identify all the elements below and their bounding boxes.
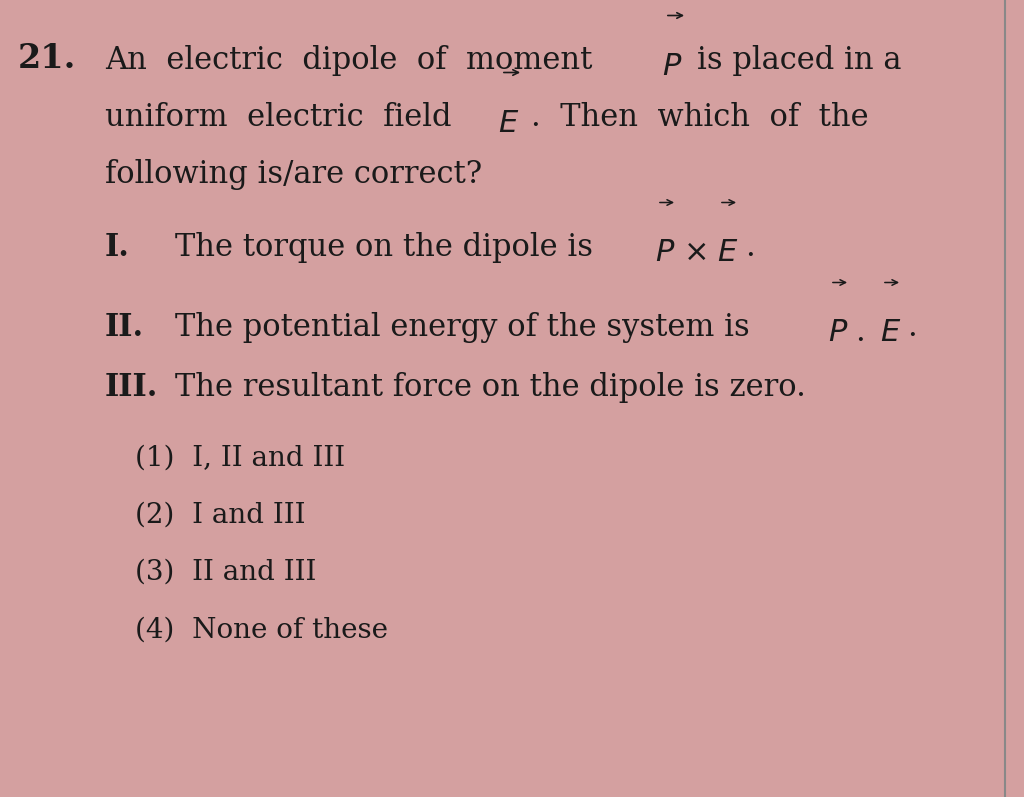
- Text: 21.: 21.: [18, 42, 77, 75]
- Text: The torque on the dipole is: The torque on the dipole is: [175, 232, 593, 263]
- Text: .: .: [907, 312, 916, 343]
- Text: An  electric  dipole  of  moment: An electric dipole of moment: [105, 45, 592, 76]
- Text: $E$: $E$: [880, 317, 901, 348]
- Text: I.: I.: [105, 232, 130, 263]
- Text: .  Then  which  of  the: . Then which of the: [531, 102, 868, 133]
- Text: II.: II.: [105, 312, 144, 343]
- Text: is placed in a: is placed in a: [697, 45, 901, 76]
- Text: $E$: $E$: [498, 108, 519, 139]
- Text: $P$: $P$: [662, 51, 682, 82]
- Text: (2)  I and III: (2) I and III: [135, 502, 305, 529]
- Text: $P$: $P$: [828, 317, 848, 348]
- Text: The potential energy of the system is: The potential energy of the system is: [175, 312, 750, 343]
- Text: III.: III.: [105, 372, 159, 403]
- Text: (1)  I, II and III: (1) I, II and III: [135, 445, 345, 472]
- Text: .: .: [855, 317, 864, 348]
- Text: $E$: $E$: [717, 237, 738, 268]
- Text: $\times$: $\times$: [683, 237, 707, 268]
- Text: .: .: [745, 232, 755, 263]
- Text: The resultant force on the dipole is zero.: The resultant force on the dipole is zer…: [175, 372, 806, 403]
- Text: uniform  electric  field: uniform electric field: [105, 102, 452, 133]
- Text: (4)  None of these: (4) None of these: [135, 617, 388, 644]
- Text: $P$: $P$: [655, 237, 676, 268]
- Text: following is/are correct?: following is/are correct?: [105, 159, 482, 190]
- Text: (3)  II and III: (3) II and III: [135, 559, 316, 586]
